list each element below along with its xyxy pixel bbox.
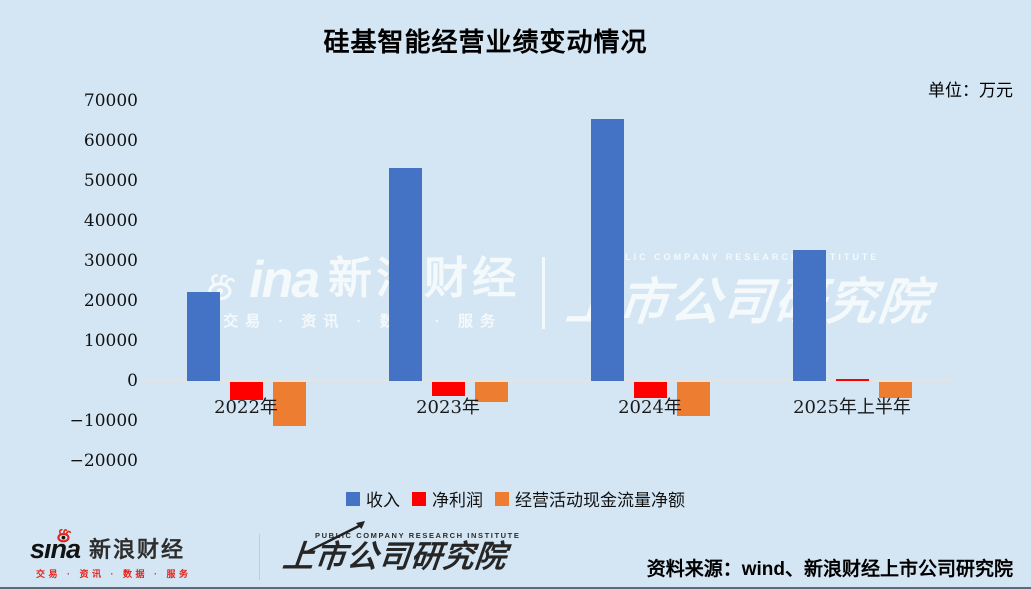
bar-收入-2025年上半年 <box>792 250 826 381</box>
bar-净利润-2022年 <box>229 382 263 401</box>
y-axis-tick: 40000 <box>83 211 138 231</box>
chart-legend: 收入 净利润 经营活动现金流量净额 <box>0 486 1031 511</box>
sina-eye-icon <box>56 521 73 547</box>
legend-label: 收入 <box>366 491 400 511</box>
bar-经营活动现金流量净额-2023年 <box>474 382 508 402</box>
legend-label: 净利润 <box>432 491 483 511</box>
y-axis-tick: 30000 <box>83 251 138 271</box>
y-axis-tick: 0 <box>127 371 138 391</box>
x-axis-label: 2023年 <box>416 397 480 418</box>
bar-净利润-2023年 <box>431 382 465 397</box>
unit-label: 单位：万元 <box>928 81 1013 100</box>
bar-收入-2022年 <box>186 292 220 381</box>
institute-name: 上市公司研究院 <box>281 539 509 574</box>
x-axis-label: 2025年上半年 <box>793 397 911 418</box>
y-axis-tick: −20000 <box>69 451 138 471</box>
footer-divider <box>259 534 260 580</box>
legend-swatch-icon <box>495 491 509 506</box>
x-axis-label: 2024年 <box>618 397 682 418</box>
bar-净利润-2024年 <box>633 382 667 398</box>
legend-item: 净利润 <box>412 486 483 511</box>
y-axis-tick: 50000 <box>83 171 138 191</box>
institute-eng: PUBLIC COMPANY RESEARCH INSTITUTE <box>315 531 521 540</box>
legend-item: 收入 <box>346 486 400 511</box>
footer-brand: 新浪财经 <box>89 537 186 562</box>
legend-swatch-icon <box>412 491 426 506</box>
x-axis-line <box>145 380 953 381</box>
legend-item: 经营活动现金流量净额 <box>495 486 685 511</box>
sina-logo: sına 新浪财经 交易 · 资讯 · 数据 · 服务 <box>30 528 192 580</box>
y-axis-tick: 10000 <box>83 331 138 351</box>
bar-收入-2023年 <box>388 167 422 381</box>
sina-logo-text: sına <box>30 528 81 563</box>
y-axis-tick: 20000 <box>83 291 138 311</box>
legend-label: 经营活动现金流量净额 <box>515 491 685 511</box>
footer-tagline: 交易 · 资讯 · 数据 · 服务 <box>36 569 192 579</box>
bar-经营活动现金流量净额-2024年 <box>676 382 710 416</box>
bar-收入-2024年 <box>590 118 624 381</box>
footer: sına 新浪财经 交易 · 资讯 · 数据 · 服务 PUBLIC COMPA… <box>0 521 1031 587</box>
y-axis-tick: 60000 <box>83 131 138 151</box>
y-axis-tick: 70000 <box>83 91 138 111</box>
bar-经营活动现金流量净额-2025年上半年 <box>878 382 912 398</box>
y-axis-tick: −10000 <box>69 411 138 431</box>
legend-swatch-icon <box>346 491 360 506</box>
source-label: 资料来源：wind、新浪财经上市公司研究院 <box>646 559 1013 580</box>
chart-title: 硅基智能经营业绩变动情况 <box>323 27 648 57</box>
institute-logo: PUBLIC COMPANY RESEARCH INSTITUTE 上市公司研究… <box>281 521 521 574</box>
x-axis-label: 2022年 <box>214 397 278 418</box>
bar-净利润-2025年上半年 <box>835 378 869 381</box>
bar-经营活动现金流量净额-2022年 <box>272 382 306 427</box>
